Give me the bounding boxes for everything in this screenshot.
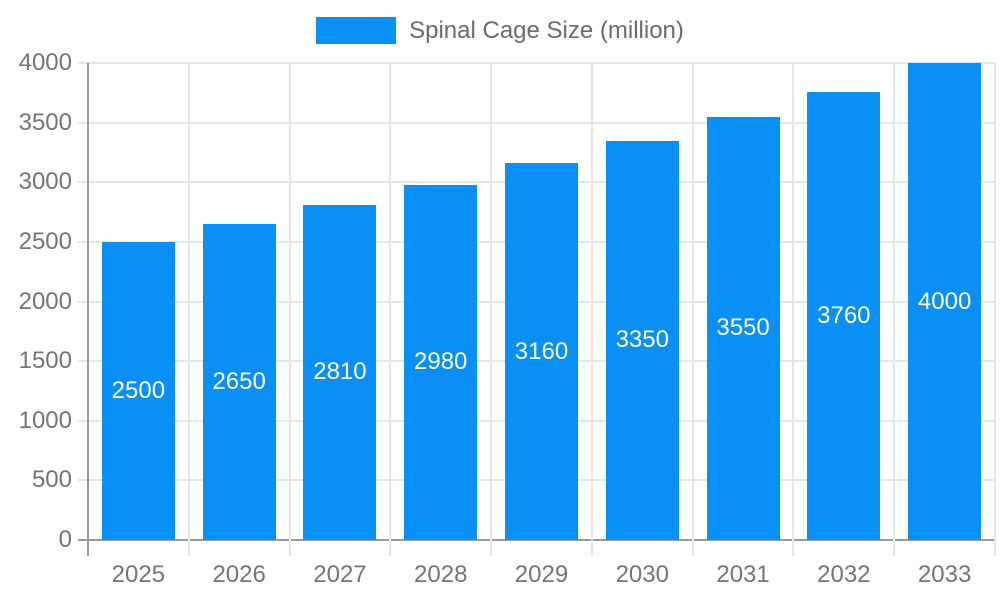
gridline-vertical <box>490 63 493 556</box>
bar-value-label: 2500 <box>111 376 166 404</box>
x-tick-label: 2028 <box>414 561 468 588</box>
bar-value-label: 3550 <box>716 314 770 342</box>
bar[interactable]: 3550 <box>706 116 780 540</box>
bar[interactable]: 2980 <box>404 184 478 540</box>
bar[interactable]: 3350 <box>605 140 679 540</box>
x-tick-label: 2033 <box>917 561 972 588</box>
x-tick-label: 2027 <box>313 561 367 588</box>
y-tick-label: 2500 <box>18 227 72 255</box>
y-tick-label: 3500 <box>18 108 72 136</box>
gridline-vertical <box>288 63 291 556</box>
bar[interactable]: 3760 <box>807 91 881 540</box>
x-tick-label: 2030 <box>615 561 669 588</box>
bar-value-label: 2980 <box>414 348 468 376</box>
bar-value-label: 3160 <box>514 337 569 365</box>
gridline-vertical <box>389 63 392 556</box>
gridline-horizontal <box>78 62 995 64</box>
gridline-vertical <box>893 63 896 556</box>
bar-value-label: 3760 <box>817 301 871 329</box>
legend: Spinal Cage Size (million) <box>0 17 1000 44</box>
legend-label: Spinal Cage Size (million) <box>409 17 684 44</box>
gridline-vertical <box>792 63 795 556</box>
bar-value-label: 2810 <box>313 358 367 386</box>
y-tick-label: 500 <box>31 466 72 494</box>
bar-value-label: 3350 <box>615 326 669 354</box>
x-tick-label: 2029 <box>514 561 569 588</box>
bar[interactable]: 4000 <box>908 63 982 540</box>
x-tick-label: 2031 <box>716 561 770 588</box>
y-tick-label: 0 <box>58 526 72 553</box>
y-tick-label: 1000 <box>18 406 72 434</box>
y-tick-label: 2000 <box>18 287 72 315</box>
bar[interactable]: 2500 <box>101 241 175 540</box>
bar-value-label: 2650 <box>212 368 266 395</box>
bar-value-label: 4000 <box>917 287 972 315</box>
bar[interactable]: 3160 <box>505 163 578 540</box>
plot-area: 2500 2650 2810 2980 3160 3350 3550 3760 4000 <box>78 62 996 556</box>
legend-item[interactable]: Spinal Cage Size (million) <box>316 17 684 44</box>
y-tick-label: 4000 <box>18 49 72 76</box>
bar[interactable]: 2810 <box>303 204 377 540</box>
x-tick-label: 2032 <box>817 561 871 588</box>
y-tick-label: 3000 <box>18 168 72 196</box>
y-axis-line <box>87 63 89 556</box>
gridline-vertical <box>187 63 190 556</box>
gridline-vertical <box>590 63 593 556</box>
x-tick-label: 2026 <box>212 561 266 588</box>
gridline-vertical <box>691 63 694 556</box>
y-tick-label: 1500 <box>18 347 72 375</box>
legend-swatch-icon <box>316 17 397 44</box>
bar[interactable]: 2650 <box>202 224 276 540</box>
x-tick-label: 2025 <box>111 561 166 588</box>
x-axis-line <box>78 539 995 541</box>
gridline-horizontal <box>78 121 995 124</box>
gridline-vertical <box>994 63 996 556</box>
